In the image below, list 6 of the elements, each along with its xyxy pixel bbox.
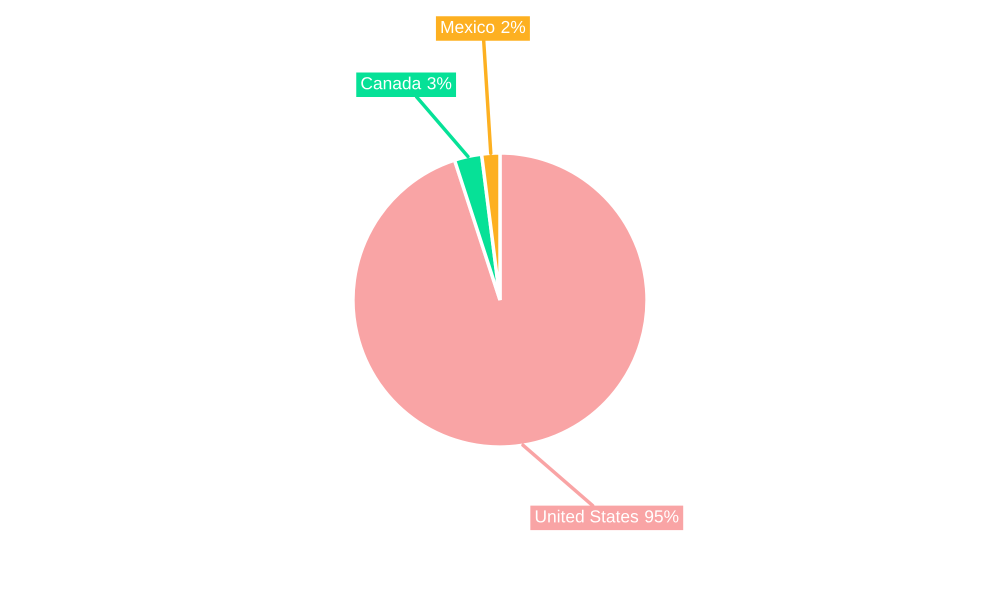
slice-label: Mexico — [442, 20, 494, 34]
slice-label: Canada — [361, 76, 422, 90]
data-label: 2% — [502, 20, 526, 34]
data-label: 3% — [427, 77, 452, 90]
slice-label: United States — [536, 510, 638, 523]
data-label: 95% — [645, 510, 678, 523]
